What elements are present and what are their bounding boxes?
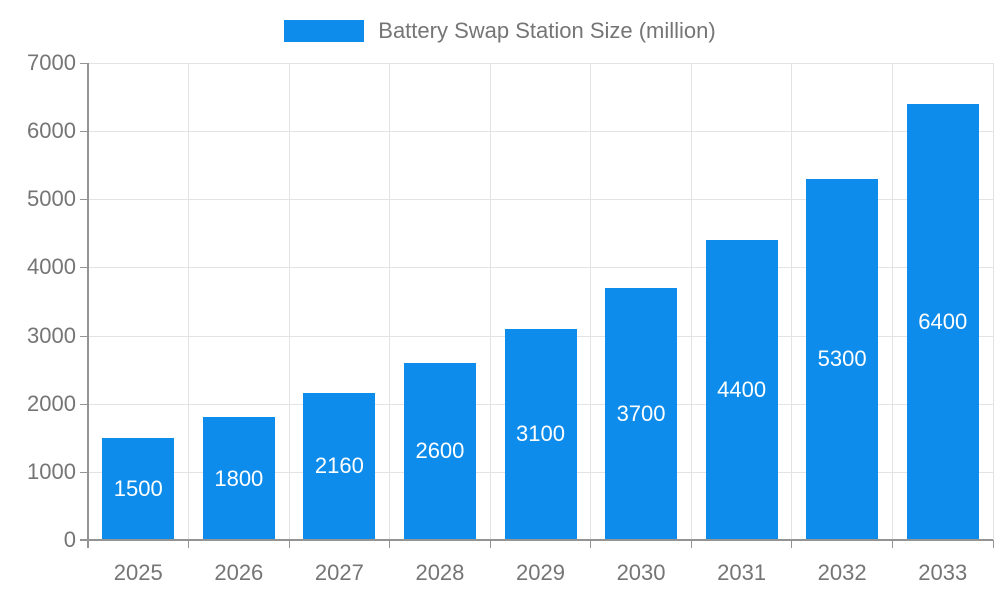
legend-label: Battery Swap Station Size (million): [378, 18, 716, 43]
bar: 3700: [605, 287, 678, 540]
bar: 3100: [504, 328, 577, 540]
legend-swatch: [284, 20, 365, 42]
y-axis-tick-label: 4000: [27, 254, 76, 280]
y-axis-tick-label: 7000: [27, 50, 76, 75]
y-axis-tick: [80, 403, 88, 405]
plot-area: 1500 1800 2160 2600 3100 3700 4400 5300 6400 0 100…: [27, 52, 994, 584]
x-axis-tick: [992, 540, 994, 548]
y-axis-tick-label: 2000: [27, 390, 76, 416]
y-axis-tick: [80, 131, 88, 133]
x-axis-category-label: 2025: [113, 560, 163, 585]
gridline-horizontal: [88, 199, 993, 201]
x-axis-line: [80, 539, 993, 541]
gridline-horizontal: [88, 267, 993, 269]
x-axis-category-label: 2028: [415, 560, 465, 585]
bar-value-label: 4400: [717, 377, 767, 403]
gridline-vertical: [891, 63, 893, 540]
x-axis-category-label: 2032: [817, 560, 867, 585]
x-axis-category-label: 2033: [918, 560, 968, 585]
x-axis-category-label: 2030: [616, 560, 666, 585]
bar: 5300: [806, 178, 879, 540]
y-axis-tick: [80, 471, 88, 473]
bar: 4400: [705, 240, 778, 540]
x-axis-tick: [188, 540, 190, 548]
gridline-vertical: [690, 63, 692, 540]
bar: 1800: [202, 417, 275, 540]
y-axis-tick-label: 0: [63, 527, 76, 552]
bar: 1500: [102, 437, 175, 540]
x-axis-tick: [87, 540, 89, 548]
bar-value-label: 2600: [415, 438, 465, 464]
gridline-horizontal: [88, 131, 993, 133]
bar-value-label: 1800: [214, 465, 264, 491]
y-axis-tick: [80, 267, 88, 269]
x-axis-category-label: 2026: [214, 560, 264, 585]
bar-value-label: 3700: [616, 400, 666, 426]
bar: 2160: [303, 392, 376, 540]
x-axis-tick: [288, 540, 290, 548]
y-axis-tick-label: 1000: [27, 458, 76, 484]
gridline-vertical: [791, 63, 793, 540]
bar-value-label: 2160: [314, 453, 364, 479]
y-axis-tick: [80, 540, 88, 541]
gridline-vertical: [188, 63, 190, 540]
bar-value-label: 6400: [918, 308, 968, 334]
x-axis-tick: [891, 540, 893, 548]
y-axis-tick-label: 6000: [27, 118, 76, 144]
x-axis-tick: [489, 540, 491, 548]
y-axis-tick-label: 3000: [27, 322, 76, 348]
gridline-vertical: [389, 63, 391, 540]
y-axis-tick: [80, 199, 88, 201]
x-axis-tick: [590, 540, 592, 548]
x-axis-category-label: 2029: [516, 560, 565, 585]
bar: 2600: [403, 362, 476, 540]
gridline-vertical: [288, 63, 290, 540]
x-axis-tick: [791, 540, 793, 548]
y-axis-tick: [80, 63, 88, 64]
bar: 6400: [906, 103, 979, 540]
bar-value-label: 3100: [516, 421, 565, 447]
y-axis-tick-label: 5000: [27, 186, 76, 212]
gridline-vertical: [489, 63, 491, 540]
y-axis-tick: [80, 335, 88, 337]
legend[interactable]: Battery Swap Station Size (million): [0, 18, 1000, 44]
x-axis-tick: [389, 540, 391, 548]
gridline-horizontal: [88, 63, 993, 64]
x-axis-category-label: 2031: [717, 560, 767, 585]
gridline-vertical: [992, 63, 994, 540]
bar-value-label: 1500: [113, 475, 163, 501]
x-axis-category-label: 2027: [314, 560, 364, 585]
y-axis-line: [87, 63, 89, 548]
gridline-vertical: [590, 63, 592, 540]
x-axis-tick: [690, 540, 692, 548]
bar-value-label: 5300: [817, 346, 867, 372]
